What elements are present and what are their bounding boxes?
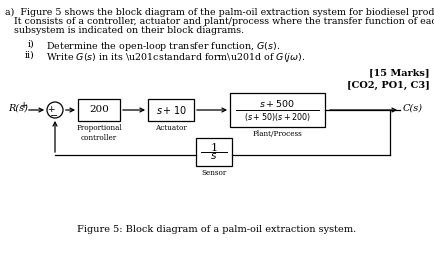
Text: $s$: $s$: [210, 151, 217, 161]
Text: 1: 1: [210, 143, 217, 153]
Text: Figure 5: Block diagram of a palm-oil extraction system.: Figure 5: Block diagram of a palm-oil ex…: [77, 225, 357, 234]
Text: [15 Marks]
[CO2, PO1, C3]: [15 Marks] [CO2, PO1, C3]: [347, 68, 430, 90]
Text: subsystem is indicated on their block diagrams.: subsystem is indicated on their block di…: [14, 26, 244, 35]
Text: It consists of a controller, actuator and plant/process where the transfer funct: It consists of a controller, actuator an…: [14, 17, 434, 26]
Text: a)  Figure 5 shows the block diagram of the palm-oil extraction system for biodi: a) Figure 5 shows the block diagram of t…: [5, 8, 434, 17]
Text: Proportional
controller: Proportional controller: [76, 124, 122, 142]
Text: +: +: [47, 104, 55, 113]
Text: 200: 200: [89, 106, 109, 115]
Text: Actuator: Actuator: [155, 124, 187, 132]
Text: Plant/Process: Plant/Process: [253, 130, 302, 138]
Text: C(s): C(s): [403, 104, 423, 113]
Text: $s + 500$: $s + 500$: [260, 98, 296, 109]
Text: ii): ii): [25, 51, 35, 60]
Text: Write $G(s)$ in its \u201cstandard form\u201d of $G(j\omega)$.: Write $G(s)$ in its \u201cstandard form\…: [46, 51, 305, 64]
Text: Determine the open-loop transfer function, $G(s)$.: Determine the open-loop transfer functio…: [46, 40, 280, 53]
Text: +: +: [20, 102, 28, 111]
Text: $(s + 50)(s + 200)$: $(s + 50)(s + 200)$: [244, 111, 311, 123]
Bar: [196, 138, 232, 166]
Text: $s + 10$: $s + 10$: [156, 104, 186, 116]
Text: R(s): R(s): [8, 104, 28, 113]
Text: i): i): [28, 40, 35, 49]
Bar: [78, 99, 120, 121]
Bar: [230, 93, 325, 127]
Bar: [148, 99, 194, 121]
Text: −: −: [50, 111, 58, 120]
Text: Sensor: Sensor: [201, 169, 227, 177]
